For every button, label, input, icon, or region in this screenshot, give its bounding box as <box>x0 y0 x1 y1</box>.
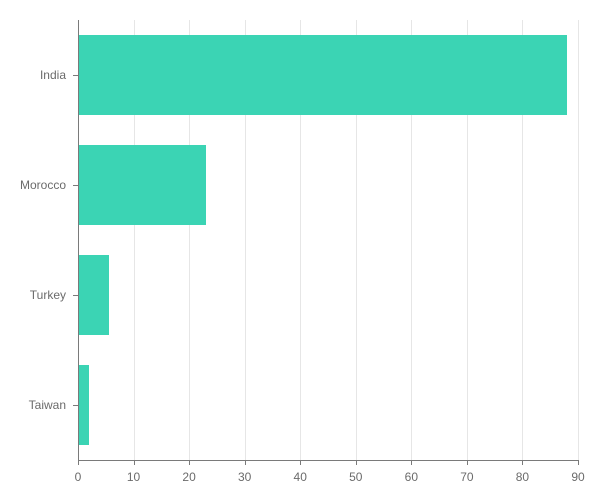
gridline <box>578 20 579 460</box>
y-axis <box>78 20 79 460</box>
x-tick-label: 80 <box>516 470 529 484</box>
x-tick-label: 30 <box>238 470 251 484</box>
bar <box>78 365 89 444</box>
x-tick-label: 70 <box>460 470 473 484</box>
x-tick-label: 60 <box>405 470 418 484</box>
bar <box>78 145 206 224</box>
y-tick-label: Taiwan <box>29 398 66 412</box>
x-tick-label: 20 <box>182 470 195 484</box>
bar <box>78 35 567 114</box>
x-axis <box>78 460 578 461</box>
chart: 0 10 20 30 40 50 60 70 80 90 India Morocco Turkey Tai… <box>0 0 600 500</box>
y-tick-label: Morocco <box>20 178 66 192</box>
x-tick-label: 40 <box>294 470 307 484</box>
y-tick-label: Turkey <box>30 288 66 302</box>
x-tick-label: 0 <box>75 470 82 484</box>
y-tick-label: India <box>40 68 66 82</box>
x-tick-label: 90 <box>571 470 584 484</box>
x-tick-mark <box>578 460 579 465</box>
plot-area: 0102030405060708090IndiaMoroccoTurkeyTai… <box>78 20 578 460</box>
bar <box>78 255 109 334</box>
x-tick-label: 10 <box>127 470 140 484</box>
x-tick-label: 50 <box>349 470 362 484</box>
